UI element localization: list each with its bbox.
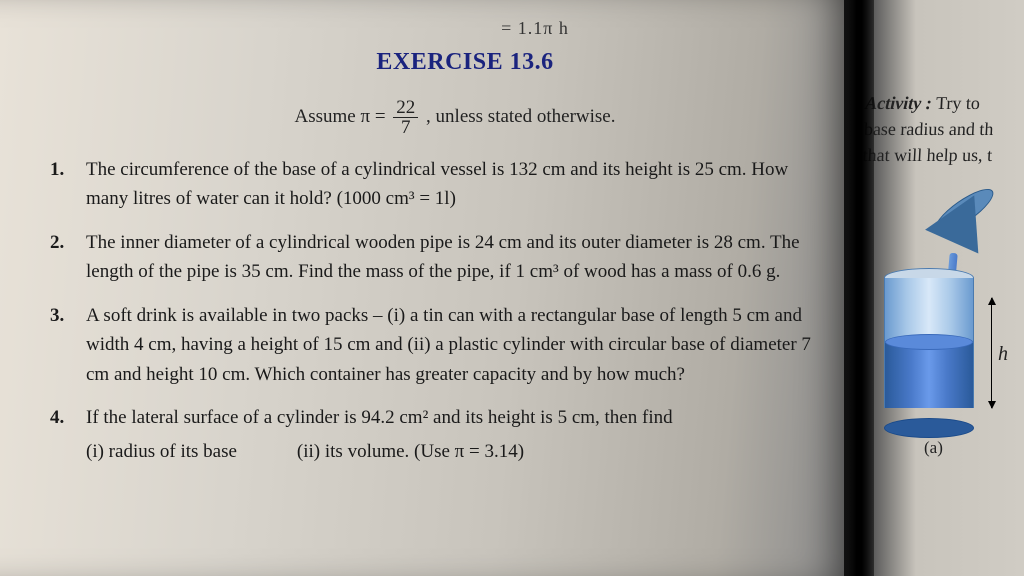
activity-line1-rest: Try to xyxy=(931,93,980,113)
q4-part-i: (i) radius of its base xyxy=(86,437,237,466)
fraction-denominator: 7 xyxy=(393,118,418,137)
question-4-stem: If the lateral surface of a cylinder is … xyxy=(86,407,673,428)
funnel-icon xyxy=(925,196,1003,271)
question-list: The circumference of the base of a cylin… xyxy=(50,155,820,466)
assume-line: Assume π = 22 7 , unless stated otherwis… xyxy=(50,98,820,137)
left-page: = 1.1π h EXERCISE 13.6 Assume π = 22 7 ,… xyxy=(0,0,850,576)
pi-fraction: 22 7 xyxy=(393,98,418,137)
activity-text: Activity : Try to base radius and th tha… xyxy=(862,90,1021,168)
activity-line2: base radius and th xyxy=(863,116,1019,142)
cylinder-figure: h (a) xyxy=(864,208,1004,448)
top-fragment: = 1.1π h xyxy=(50,18,820,39)
question-1: The circumference of the base of a cylin… xyxy=(50,155,820,214)
activity-line3: that will help us, t xyxy=(862,142,1018,168)
assume-prefix: Assume π = xyxy=(295,106,386,127)
height-arrow-icon xyxy=(991,298,992,408)
book-gutter xyxy=(844,0,874,576)
activity-line1: Activity : Try to xyxy=(865,90,1021,116)
figure-caption: (a) xyxy=(924,438,943,458)
question-4: If the lateral surface of a cylinder is … xyxy=(50,403,820,466)
cylinder-water xyxy=(885,343,973,408)
cylinder-icon: h (a) xyxy=(884,278,974,428)
q4-part-ii: (ii) its volume. (Use π = 3.14) xyxy=(297,437,524,466)
assume-suffix: , unless stated otherwise. xyxy=(426,106,615,127)
cylinder-bottom-ellipse xyxy=(884,418,974,438)
question-4-parts: (i) radius of its base (ii) its volume. … xyxy=(86,437,820,466)
height-label: h xyxy=(998,343,1008,366)
exercise-heading: EXERCISE 13.6 xyxy=(50,49,820,76)
question-2: The inner diameter of a cylindrical wood… xyxy=(50,228,820,287)
fraction-numerator: 22 xyxy=(393,98,418,118)
question-3: A soft drink is available in two packs –… xyxy=(50,301,820,389)
activity-label: Activity : xyxy=(865,93,933,113)
cylinder-body xyxy=(884,278,974,408)
